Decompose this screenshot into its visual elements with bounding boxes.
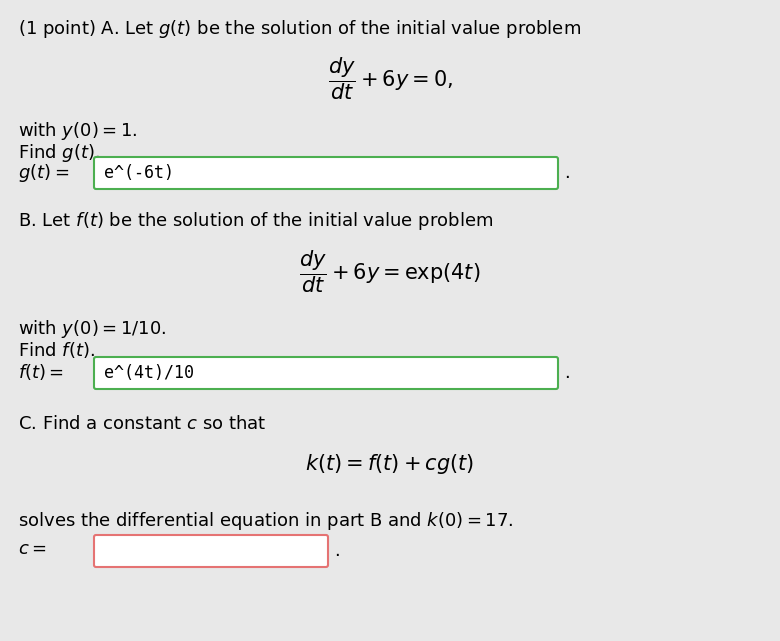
Text: with $y(0) = 1.$: with $y(0) = 1.$ bbox=[18, 120, 137, 142]
Text: .: . bbox=[334, 542, 340, 560]
FancyBboxPatch shape bbox=[94, 535, 328, 567]
Text: $g(t) =$: $g(t) =$ bbox=[18, 162, 69, 184]
Text: e^(4t)/10: e^(4t)/10 bbox=[104, 364, 194, 382]
FancyBboxPatch shape bbox=[94, 357, 558, 389]
Text: .: . bbox=[564, 364, 569, 382]
Text: $c =$: $c =$ bbox=[18, 540, 47, 558]
Text: C. Find a constant $c$ so that: C. Find a constant $c$ so that bbox=[18, 415, 267, 433]
Text: with $y(0) = 1/10.$: with $y(0) = 1/10.$ bbox=[18, 318, 166, 340]
Text: Find $f(t)$.: Find $f(t)$. bbox=[18, 340, 95, 360]
Text: Find $g(t)$.: Find $g(t)$. bbox=[18, 142, 100, 164]
Text: e^(-6t): e^(-6t) bbox=[104, 164, 174, 182]
Text: $\dfrac{dy}{dt} + 6y = \exp(4t)$: $\dfrac{dy}{dt} + 6y = \exp(4t)$ bbox=[300, 248, 480, 294]
Text: $k(t) = f(t) + cg(t)$: $k(t) = f(t) + cg(t)$ bbox=[306, 452, 474, 476]
Text: $f(t) =$: $f(t) =$ bbox=[18, 362, 64, 382]
Text: solves the differential equation in part B and $k(0) = 17.$: solves the differential equation in part… bbox=[18, 510, 513, 532]
Text: .: . bbox=[564, 164, 569, 182]
Text: (1 point) A. Let $g(t)$ be the solution of the initial value problem: (1 point) A. Let $g(t)$ be the solution … bbox=[18, 18, 581, 40]
Text: B. Let $f(t)$ be the solution of the initial value problem: B. Let $f(t)$ be the solution of the ini… bbox=[18, 210, 493, 232]
Text: $\dfrac{dy}{dt} + 6y = 0,$: $\dfrac{dy}{dt} + 6y = 0,$ bbox=[328, 55, 452, 101]
FancyBboxPatch shape bbox=[94, 157, 558, 189]
